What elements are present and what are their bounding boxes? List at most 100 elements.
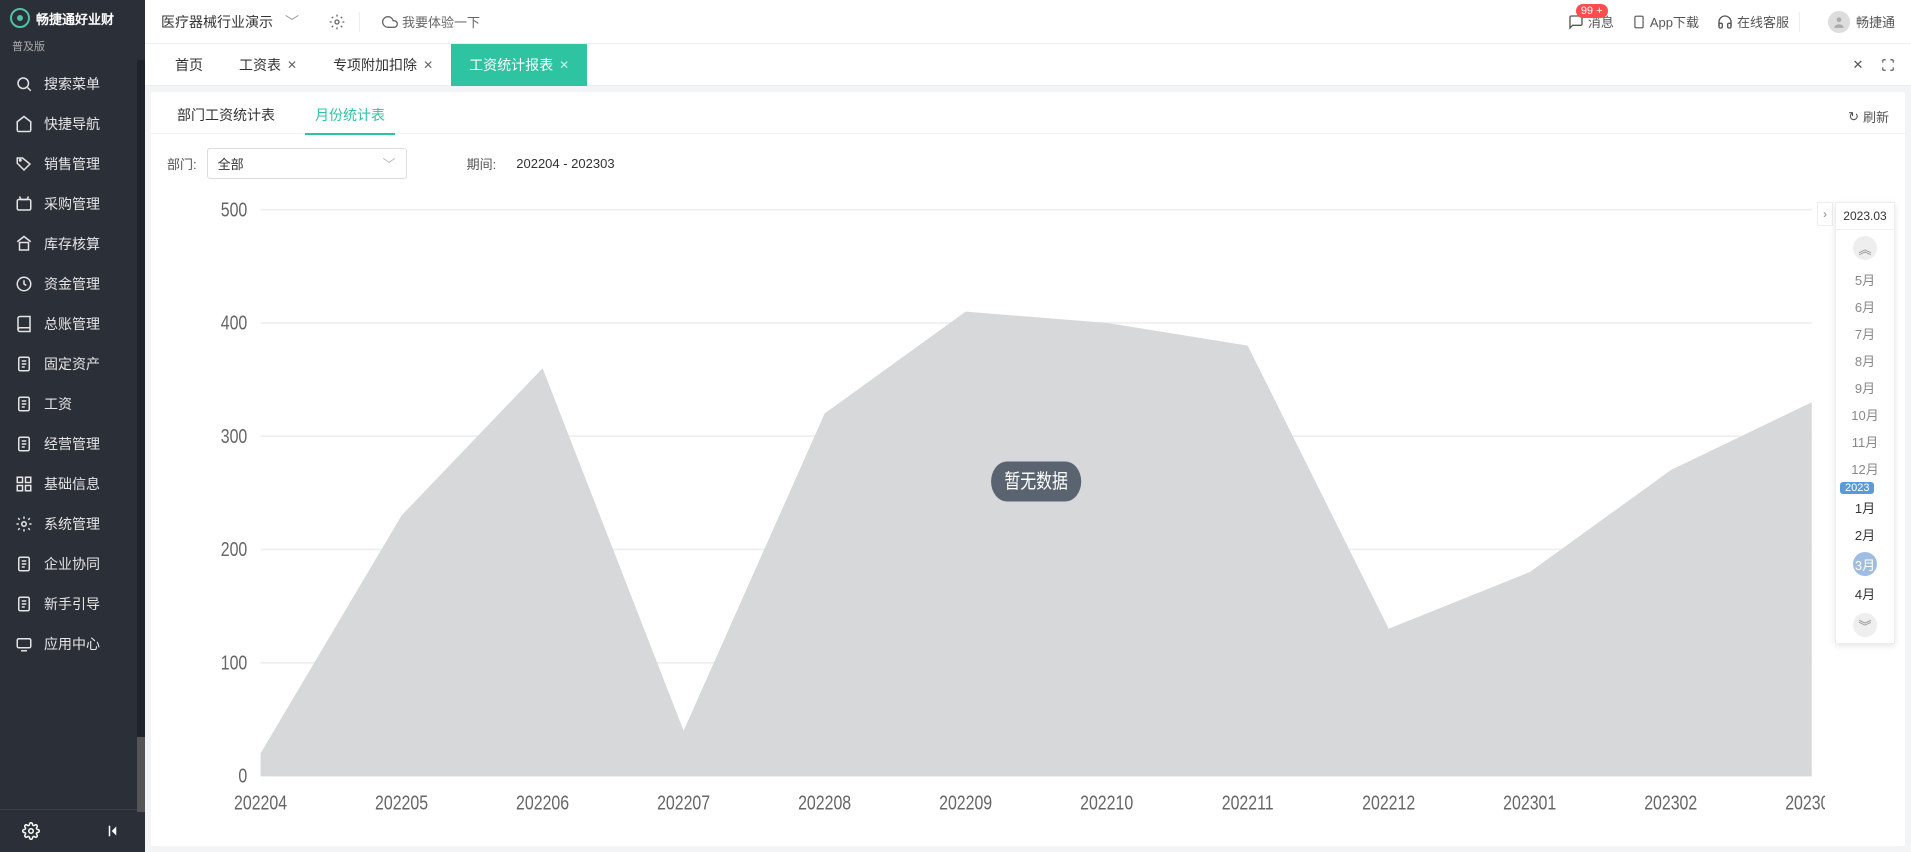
book-icon (14, 314, 34, 334)
sidebar-item-14[interactable]: 应用中心 (0, 624, 145, 664)
chart-container: 0100200300400500202204202205202206202207… (151, 193, 1905, 846)
svg-text:202204: 202204 (234, 792, 287, 814)
tab-2[interactable]: 专项附加扣除 ✕ (315, 44, 451, 86)
dept-select[interactable]: 全部 ﹀ (207, 148, 407, 179)
svg-text:300: 300 (221, 425, 248, 447)
svg-text:202302: 202302 (1644, 792, 1697, 814)
try-label: 我要体验一下 (402, 12, 480, 31)
divider (359, 12, 360, 32)
sidebar-item-label: 工资 (44, 394, 72, 414)
sidebar-item-label: 应用中心 (44, 634, 100, 654)
svg-text:202211: 202211 (1222, 792, 1274, 814)
tabs-close-all-button[interactable]: ✕ (1843, 50, 1873, 80)
month-option[interactable]: 11月 (1851, 428, 1878, 455)
month-option[interactable]: 1月 (1853, 494, 1877, 521)
month-rail-year-badge: 2023 (1840, 482, 1874, 494)
brand-title: 畅捷通好业财 (36, 9, 114, 28)
tag-icon (14, 154, 34, 174)
brand-logo: 畅捷通好业财 (0, 0, 145, 36)
tab-close-icon[interactable]: ✕ (423, 58, 433, 72)
org-selector[interactable]: 医疗器械行业演示 ﹀ (161, 12, 299, 32)
doc-icon (14, 594, 34, 614)
org-name: 医疗器械行业演示 (161, 12, 273, 32)
sidebar-item-13[interactable]: 新手引导 (0, 584, 145, 624)
dept-label: 部门: (167, 154, 197, 173)
month-rail: 2023.03 ︽ 5月6月7月8月9月10月11月12月 2023 1月2月3… (1835, 202, 1895, 644)
doc-icon (14, 434, 34, 454)
settings-button[interactable] (329, 14, 349, 30)
sidebar-item-label: 搜索菜单 (44, 74, 100, 94)
card-tabs: 部门工资统计表月份统计表 ↻ 刷新 (151, 92, 1905, 134)
try-button[interactable]: 我要体验一下 (382, 12, 480, 31)
sidebar-item-0[interactable]: 搜索菜单 (0, 64, 145, 104)
tab-close-icon[interactable]: ✕ (287, 58, 297, 72)
month-option[interactable]: 9月 (1851, 374, 1878, 401)
svg-text:暂无数据: 暂无数据 (1004, 470, 1068, 492)
month-option[interactable]: 5月 (1851, 266, 1878, 293)
messages-button[interactable]: 99 + 消息 (1568, 12, 1614, 31)
period-value: 202204 - 202303 (516, 156, 614, 171)
refresh-button[interactable]: ↻ 刷新 (1848, 107, 1889, 126)
fullscreen-button[interactable] (1873, 50, 1903, 80)
svg-text:202301: 202301 (1503, 792, 1556, 814)
phone-icon (1632, 14, 1646, 30)
sidebar-item-label: 基础信息 (44, 474, 100, 494)
sidebar-item-2[interactable]: 销售管理 (0, 144, 145, 184)
month-option[interactable]: 4月 (1853, 580, 1877, 607)
sidebar-item-12[interactable]: 企业协同 (0, 544, 145, 584)
tab-label: 工资表 (239, 55, 281, 75)
tab-label: 专项附加扣除 (333, 55, 417, 75)
sidebar-item-5[interactable]: 资金管理 (0, 264, 145, 304)
settings-icon[interactable] (20, 820, 42, 842)
chevron-down-icon: ﹀ (383, 154, 396, 173)
clock-icon (14, 274, 34, 294)
tab-label: 工资统计报表 (469, 55, 553, 75)
month-option[interactable]: 2月 (1853, 521, 1877, 548)
sidebar: 畅捷通好业财 普及版 搜索菜单快捷导航销售管理采购管理库存核算资金管理总账管理固… (0, 0, 145, 852)
collapse-icon[interactable] (103, 820, 125, 842)
doc-icon (14, 554, 34, 574)
sidebar-item-11[interactable]: 系统管理 (0, 504, 145, 544)
sidebar-item-3[interactable]: 采购管理 (0, 184, 145, 224)
card-tab-0[interactable]: 部门工资统计表 (167, 99, 285, 135)
sidebar-item-1[interactable]: 快捷导航 (0, 104, 145, 144)
tab-close-icon[interactable]: ✕ (559, 58, 569, 72)
sidebar-item-9[interactable]: 经营管理 (0, 424, 145, 464)
customer-service-button[interactable]: 在线客服 (1717, 12, 1789, 31)
sidebar-item-6[interactable]: 总账管理 (0, 304, 145, 344)
month-rail-collapse-button[interactable]: › (1817, 202, 1833, 226)
brand-edition: 普及版 (0, 36, 145, 56)
month-option[interactable]: 8月 (1851, 347, 1878, 374)
user-name: 畅捷通 (1856, 12, 1895, 31)
sidebar-scrollbar[interactable] (137, 60, 145, 812)
month-option[interactable]: 6月 (1851, 293, 1878, 320)
tab-0[interactable]: 首页 (157, 44, 221, 86)
sidebar-item-label: 库存核算 (44, 234, 100, 254)
month-option[interactable]: 12月 (1851, 455, 1878, 482)
tab-1[interactable]: 工资表 ✕ (221, 44, 315, 86)
month-rail-down-button[interactable]: ︾ (1853, 613, 1877, 637)
user-menu[interactable]: 畅捷通 (1828, 11, 1895, 33)
home-icon (14, 114, 34, 134)
sidebar-item-4[interactable]: 库存核算 (0, 224, 145, 264)
report-card: 部门工资统计表月份统计表 ↻ 刷新 部门: 全部 ﹀ 期间: 202204 - … (151, 92, 1905, 846)
month-rail-up-button[interactable]: ︽ (1853, 236, 1877, 260)
sidebar-item-8[interactable]: 工资 (0, 384, 145, 424)
divider (1799, 12, 1800, 32)
sidebar-item-10[interactable]: 基础信息 (0, 464, 145, 504)
doc-icon (14, 354, 34, 374)
month-option[interactable]: 3月 (1853, 548, 1877, 580)
sidebar-item-label: 新手引导 (44, 594, 100, 614)
page-tabs: 首页工资表 ✕ 专项附加扣除 ✕ 工资统计报表 ✕ ✕ (145, 44, 1911, 86)
customer-service-label: 在线客服 (1737, 12, 1789, 31)
month-option[interactable]: 7月 (1851, 320, 1878, 347)
tab-3[interactable]: 工资统计报表 ✕ (451, 44, 587, 86)
sidebar-item-label: 企业协同 (44, 554, 100, 574)
brand-logo-icon (10, 8, 30, 28)
svg-text:200: 200 (221, 538, 248, 560)
svg-text:202209: 202209 (939, 792, 992, 814)
sidebar-item-7[interactable]: 固定资产 (0, 344, 145, 384)
card-tab-1[interactable]: 月份统计表 (305, 99, 395, 135)
month-option[interactable]: 10月 (1851, 401, 1878, 428)
app-download-button[interactable]: App下载 (1632, 12, 1699, 31)
